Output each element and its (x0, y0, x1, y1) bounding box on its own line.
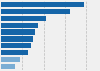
Bar (1, 57, 20, 62)
Bar (1, 64, 15, 69)
Bar (1, 50, 28, 55)
Bar (1, 2, 84, 7)
Bar (1, 36, 33, 42)
Bar (1, 16, 46, 21)
Bar (1, 29, 35, 35)
Bar (1, 23, 38, 28)
Bar (1, 43, 31, 48)
Bar (1, 9, 70, 14)
